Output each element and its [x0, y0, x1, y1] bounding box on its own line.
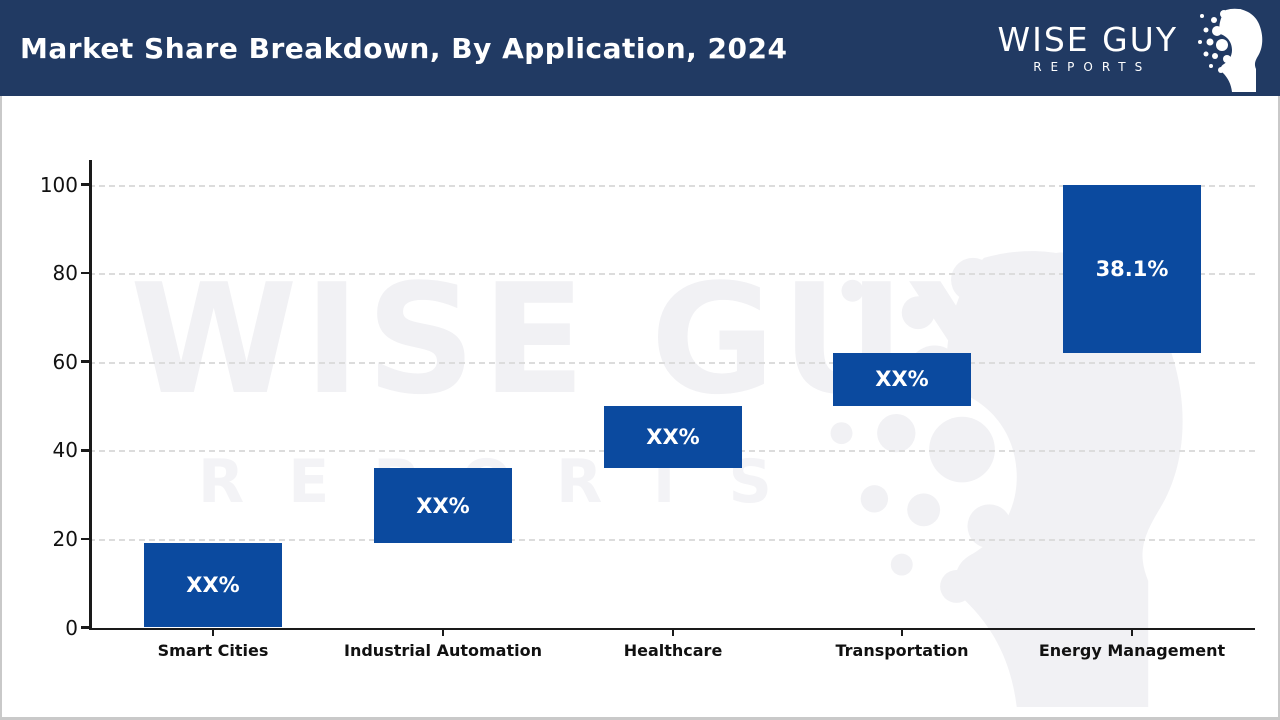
gridline-60 — [89, 361, 1255, 364]
watermark-head-icon — [830, 251, 1183, 707]
y-axis-spine — [89, 160, 92, 630]
x-category-label-industrial-automation: Industrial Automation — [344, 640, 542, 660]
bar-smart-cities: XX% — [144, 543, 282, 628]
x-category-label-energy-management: Energy Management — [1038, 640, 1226, 660]
chart-title: Market Share Breakdown, By Application, … — [20, 31, 788, 65]
bar-value-label-healthcare: XX% — [646, 425, 700, 449]
y-tick-label-80: 80 — [52, 261, 78, 286]
y-tick-mark-60 — [81, 360, 89, 363]
y-tick-label-0: 0 — [65, 615, 78, 640]
x-tick-mark-energy-management — [1130, 630, 1134, 636]
logo-subtitle: REPORTS — [1033, 60, 1152, 74]
x-tick-mark-smart-cities — [211, 630, 215, 636]
x-category-label-healthcare: Healthcare — [623, 640, 723, 660]
header-bar: Market Share Breakdown, By Application, … — [0, 0, 1280, 96]
y-tick-mark-100 — [81, 183, 89, 186]
y-tick-label-100: 100 — [39, 172, 78, 197]
x-tick-mark-industrial-automation — [441, 630, 445, 636]
bar-transportation: XX% — [833, 352, 971, 406]
x-axis-spine — [89, 627, 1255, 630]
y-tick-mark-40 — [81, 449, 89, 452]
x-tick-mark-transportation — [900, 630, 904, 636]
y-tick-mark-0 — [81, 626, 89, 629]
x-category-label-transportation: Transportation — [835, 640, 969, 660]
bar-industrial-automation: XX% — [374, 468, 512, 544]
bar-healthcare: XX% — [604, 406, 742, 469]
bar-energy-management: 38.1% — [1063, 184, 1201, 354]
x-category-label-smart-cities: Smart Cities — [157, 640, 269, 660]
y-tick-mark-20 — [81, 537, 89, 541]
bar-value-label-industrial-automation: XX% — [416, 493, 470, 518]
y-tick-label-20: 20 — [52, 526, 78, 551]
wise-guy-logo: WISE GUY REPORTS — [997, 4, 1264, 92]
logo-wordmark: WISE GUY — [997, 20, 1178, 59]
y-tick-label-60: 60 — [52, 349, 78, 374]
gridline-20 — [89, 538, 1255, 541]
logo-text: WISE GUY REPORTS — [997, 23, 1178, 73]
logo-head-icon — [1198, 8, 1263, 92]
bar-value-label-energy-management: 38.1% — [1095, 256, 1169, 281]
y-tick-mark-80 — [81, 271, 89, 275]
y-tick-label-40: 40 — [52, 438, 78, 463]
plot-area: 0 20 40 60 80 100 XX% Smart Cities XX% Industrial… — [2, 96, 1278, 717]
bar-value-label-transportation: XX% — [875, 367, 929, 392]
gridline-80 — [89, 273, 1255, 276]
gridline-100 — [89, 184, 1255, 187]
bar-value-label-smart-cities: XX% — [186, 573, 240, 598]
x-tick-mark-healthcare — [671, 630, 675, 636]
